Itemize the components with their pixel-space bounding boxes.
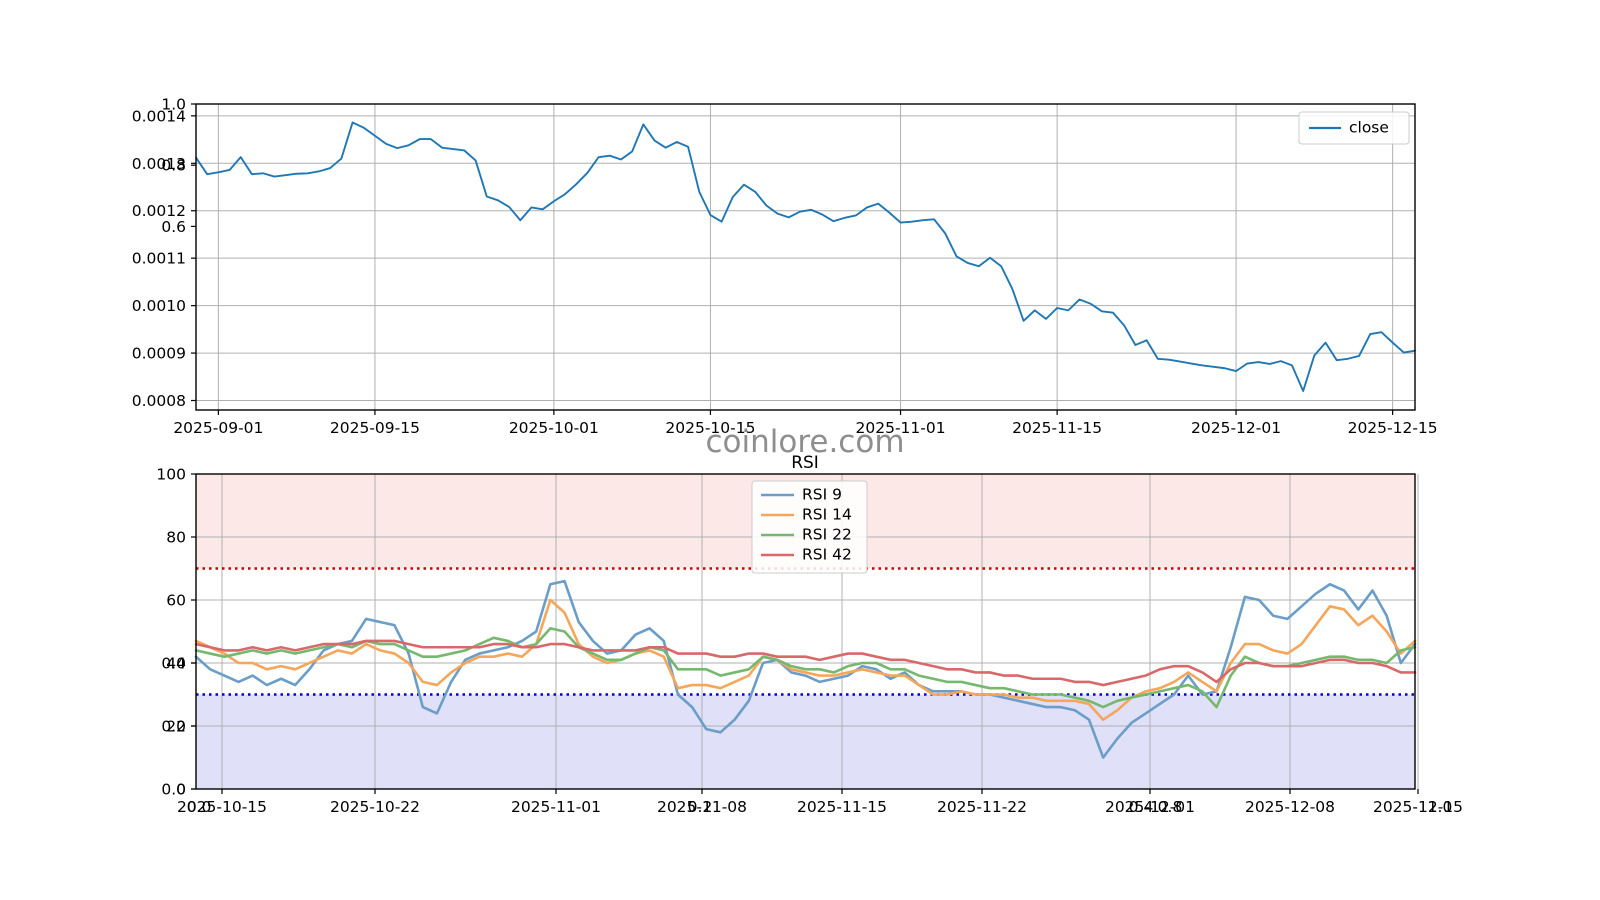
rsi-secondary-ytick-label: 0.0 [161, 781, 186, 799]
rsi-legend: RSI 9 RSI 14 RSI 22 RSI 42 [751, 480, 868, 574]
rsi-ytick-label: 40 [166, 655, 186, 673]
rsi-xtick-label: 2025-12-01 [1105, 798, 1195, 816]
rsi-line-rsi-42 [194, 639, 1417, 687]
rsi-line-rsi-14 [194, 598, 1417, 721]
price-ytick-label: 0.0012 [132, 202, 186, 220]
price-secondary-ytick-label: 1.0 [161, 96, 186, 114]
price-xtick-label: 2025-09-01 [173, 419, 263, 437]
price-secondary-ytick-label: 0.8 [161, 157, 186, 175]
rsi-xtick-label: 2025-11-22 [937, 798, 1027, 816]
rsi-oversold-band [196, 694, 1415, 789]
price-ytick-label: 0.0008 [132, 392, 186, 410]
price-xtick-label: 2025-11-15 [1012, 419, 1102, 437]
rsi-ytick-label: 20 [166, 718, 186, 736]
rsi-xtick-label: 2025-12-08 [1245, 798, 1335, 816]
rsi-ytick-label: 80 [166, 529, 186, 547]
rsi-xtick-label: 2025-11-01 [511, 798, 601, 816]
price-ytick-label: 0.0010 [132, 297, 186, 315]
rsi-line-rsi-9 [194, 579, 1417, 759]
price-legend-box [1298, 111, 1410, 145]
rsi-ytick-label: 60 [166, 592, 186, 610]
rsi-legend-label-rsi-14: RSI 14 [802, 506, 852, 524]
price-xtick-label: 2025-12-15 [1348, 419, 1438, 437]
price-xtick-label: 2025-09-15 [330, 419, 420, 437]
price-ytick-label: 0.0014 [132, 107, 186, 125]
price-ytick-label: 0.0013 [132, 155, 186, 173]
rsi-legend-label-rsi-42: RSI 42 [802, 546, 852, 564]
rsi-xtick-label: 2025-11-15 [797, 798, 887, 816]
price-xtick-label: 2025-10-01 [509, 419, 599, 437]
price-plot-background [196, 104, 1415, 410]
price-legend: close [1298, 111, 1410, 145]
rsi-ytick-label: 0 [176, 781, 186, 799]
rsi-legend-label-rsi-9: RSI 9 [802, 486, 842, 504]
price-legend-label-close: close [1349, 119, 1389, 137]
rsi-legend-box [751, 480, 868, 574]
rsi-secondary-ytick-label: 0.4 [161, 655, 186, 673]
rsi-xtick-label: 2025-11-08 [657, 798, 747, 816]
rsi-secondary-xtick-label: 0.4 [1129, 798, 1154, 816]
price-plot-border [195, 103, 1416, 411]
rsi-secondary-xtick-label: 0.2 [688, 798, 713, 816]
rsi-xtick-label: 2025-10-22 [330, 798, 420, 816]
coinlore-watermark: coinlore.com [705, 424, 904, 460]
price-close-line [195, 121, 1416, 392]
rsi-xtick-label: 2025-12-15 [1373, 798, 1463, 816]
rsi-secondary-xtick-label: 1.0 [1428, 798, 1453, 816]
rsi-secondary-xtick-label: 0.0 [187, 798, 212, 816]
price-ytick-label: 0.0009 [132, 345, 186, 363]
rsi-secondary-xtick-label: 0.8 [1158, 798, 1183, 816]
price-xtick-label: 2025-12-01 [1191, 419, 1281, 437]
rsi-title: RSI [791, 453, 819, 473]
rsi-ytick-label: 100 [156, 466, 186, 484]
rsi-legend-label-rsi-22: RSI 22 [802, 526, 852, 544]
price-panel: 0.0008 0.0009 0.0010 0.0011 0.0012 0.0013 0.00… [132, 96, 1438, 438]
price-xtick-label: 2025-10-15 [665, 419, 755, 437]
rsi-line-rsi-22 [194, 627, 1417, 709]
rsi-plot-border [195, 473, 1416, 790]
rsi-secondary-ytick-label: 0.2 [161, 718, 186, 736]
price-xtick-label: 2025-11-01 [856, 419, 946, 437]
rsi-xtick-label: 2025-10-15 [177, 798, 267, 816]
price-secondary-ytick-label: 0.6 [161, 218, 186, 236]
price-ytick-label: 0.0011 [132, 250, 186, 268]
